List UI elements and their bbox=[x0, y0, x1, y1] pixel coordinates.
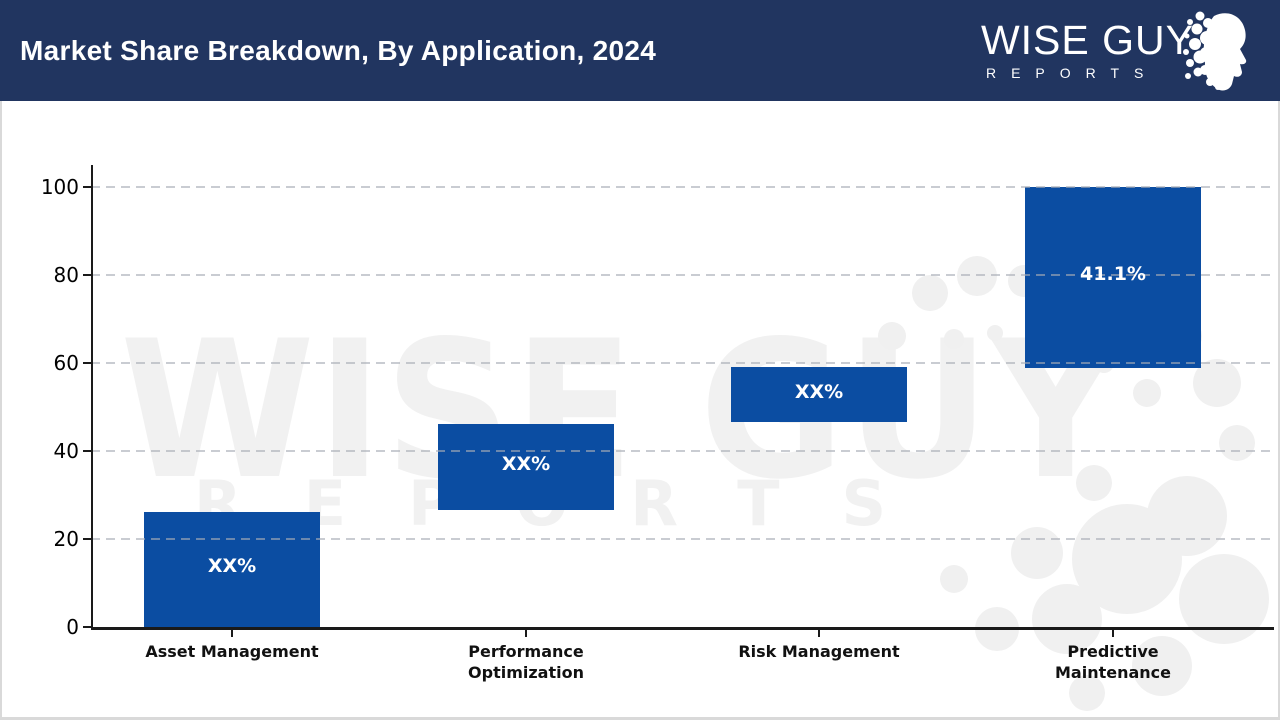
x-category-label-line: Optimization bbox=[468, 663, 584, 682]
y-tick-label: 20 bbox=[53, 527, 79, 551]
bar-value-label: XX% bbox=[794, 380, 844, 403]
y-tick-mark bbox=[83, 538, 91, 540]
x-category-label: Risk Management bbox=[679, 641, 959, 662]
y-tick-mark bbox=[83, 362, 91, 364]
y-tick-mark bbox=[83, 186, 91, 188]
x-category-label-line: Performance bbox=[468, 642, 584, 661]
x-tick-mark bbox=[1112, 629, 1114, 637]
brand-logo: WISE GUY REPORTS bbox=[981, 7, 1262, 95]
y-tick-mark bbox=[83, 450, 91, 452]
logo-text: WISE GUY REPORTS bbox=[980, 17, 1194, 82]
logo-head-icon bbox=[1183, 11, 1247, 91]
x-category-label-line: Predictive bbox=[1067, 642, 1159, 661]
y-tick-label: 0 bbox=[66, 615, 79, 639]
bar-value-label: 41.1% bbox=[1080, 263, 1146, 286]
bar-2 bbox=[731, 366, 907, 423]
y-tick-label: 60 bbox=[53, 351, 79, 375]
x-axis-spine bbox=[91, 627, 1274, 630]
gridline-100 bbox=[91, 186, 1274, 188]
gridline-20 bbox=[91, 538, 1274, 540]
y-tick-mark bbox=[83, 626, 91, 628]
y-tick-label: 80 bbox=[53, 263, 79, 287]
y-tick-label: 40 bbox=[53, 439, 79, 463]
header-bar: Market Share Breakdown, By Application, … bbox=[0, 0, 1280, 101]
bar-0 bbox=[144, 511, 320, 627]
x-category-label-line: Asset Management bbox=[145, 642, 319, 661]
x-tick-mark bbox=[231, 629, 233, 637]
x-category-label: Asset Management bbox=[92, 641, 372, 662]
y-axis-spine bbox=[91, 165, 93, 630]
x-category-label-line: Risk Management bbox=[738, 642, 900, 661]
bar-value-label: XX% bbox=[207, 555, 257, 578]
bar-value-label: XX% bbox=[501, 452, 551, 475]
bar-3 bbox=[1025, 187, 1201, 368]
x-tick-mark bbox=[525, 629, 527, 637]
y-tick-mark bbox=[83, 274, 91, 276]
chart-area: WISE GUY REPORTS XX%XX%XX%41.1%020406080… bbox=[0, 101, 1280, 720]
bar-1 bbox=[438, 423, 614, 510]
logo-subtext: REPORTS bbox=[985, 65, 1159, 81]
gridline-60 bbox=[91, 362, 1274, 364]
x-category-label: Predictive Maintenance bbox=[973, 641, 1253, 683]
gridline-80 bbox=[91, 274, 1274, 276]
y-tick-label: 100 bbox=[40, 175, 79, 199]
x-category-label-line: Maintenance bbox=[1054, 663, 1171, 682]
x-tick-mark bbox=[818, 629, 820, 637]
logo-wordmark: WISE GUY bbox=[980, 17, 1194, 63]
gridline-40 bbox=[91, 450, 1274, 452]
page-title: Market Share Breakdown, By Application, … bbox=[20, 34, 657, 66]
plot-region: XX% XX% XX% 41.1% 0 20 40 60 80 100 Asset Manageme… bbox=[2, 101, 1280, 720]
x-category-label: Performance Optimization bbox=[386, 641, 666, 683]
